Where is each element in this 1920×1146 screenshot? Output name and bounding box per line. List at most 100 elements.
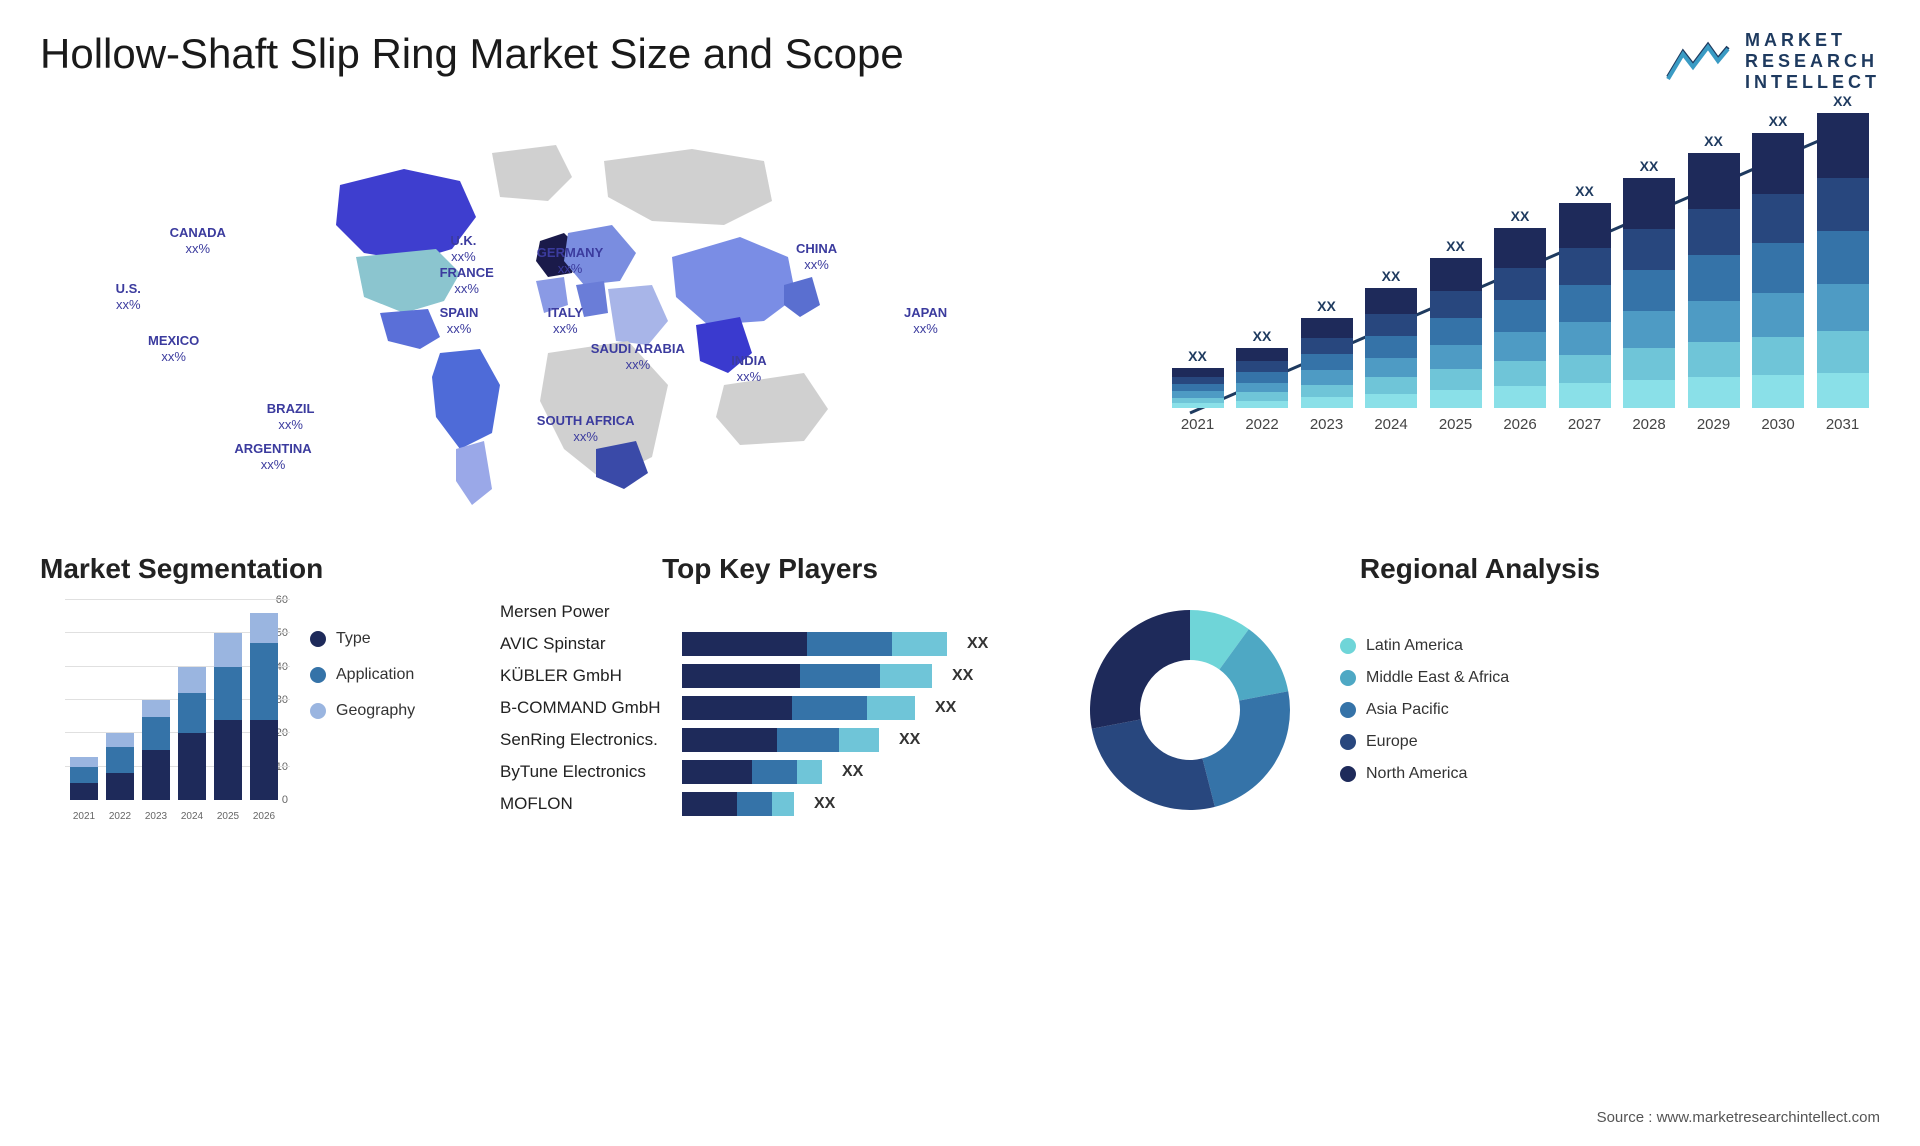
- player-value: XX: [814, 795, 835, 813]
- player-row: MOFLON XX: [500, 792, 1040, 816]
- player-row: B-COMMAND GmbHXX: [500, 696, 1040, 720]
- legend-item: Middle East & Africa: [1340, 669, 1509, 687]
- forecast-bar: XX2024: [1364, 268, 1419, 433]
- forecast-bar-label: XX: [1575, 183, 1594, 199]
- forecast-year: 2031: [1826, 416, 1859, 433]
- seg-year: 2021: [70, 811, 98, 822]
- country-label: SOUTH AFRICAxx%: [537, 413, 635, 444]
- segmentation-title: Market Segmentation: [40, 553, 460, 585]
- donut-slice: [1090, 610, 1190, 729]
- regional-donut: [1080, 600, 1300, 820]
- forecast-year: 2027: [1568, 416, 1601, 433]
- forecast-bar-label: XX: [1769, 113, 1788, 129]
- player-name: SenRing Electronics.: [500, 730, 670, 750]
- country-label: FRANCExx%: [440, 265, 494, 296]
- forecast-year: 2029: [1697, 416, 1730, 433]
- forecast-bar: XX 2021: [1170, 348, 1225, 433]
- player-row: SenRing Electronics.XX: [500, 728, 1040, 752]
- country-label: JAPANxx%: [904, 305, 947, 336]
- seg-year: 2024: [178, 811, 206, 822]
- forecast-year: 2028: [1632, 416, 1665, 433]
- player-name: ByTune Electronics: [500, 762, 670, 782]
- map-region: [380, 309, 440, 349]
- page-title: Hollow-Shaft Slip Ring Market Size and S…: [40, 30, 904, 78]
- forecast-bar-label: XX: [1833, 93, 1852, 109]
- logo-line3: INTELLECT: [1745, 72, 1880, 93]
- forecast-bar: XX 2029: [1686, 133, 1741, 433]
- legend-item: Type: [310, 630, 415, 648]
- forecast-year: 2030: [1761, 416, 1794, 433]
- donut-slice: [1092, 719, 1215, 810]
- country-label: GERMANYxx%: [537, 245, 603, 276]
- player-value: XX: [952, 667, 973, 685]
- forecast-bar: XX 2022: [1235, 328, 1290, 433]
- forecast-bar: XX 2030: [1751, 113, 1806, 433]
- seg-bar: [250, 613, 278, 800]
- forecast-bar: XX 2031: [1815, 93, 1870, 433]
- donut-slice: [1202, 691, 1290, 807]
- forecast-bar-label: XX: [1511, 208, 1530, 224]
- forecast-bar-label: XX: [1704, 133, 1723, 149]
- forecast-year: 2024: [1374, 416, 1407, 433]
- player-row: ByTune Electronics XX: [500, 760, 1040, 784]
- legend-item: Application: [310, 666, 415, 684]
- source-text: Source : www.marketresearchintellect.com: [1597, 1109, 1880, 1126]
- forecast-bar: XX 2025: [1428, 238, 1483, 433]
- forecast-year: 2023: [1310, 416, 1343, 433]
- player-name: MOFLON: [500, 794, 670, 814]
- country-label: MEXICOxx%: [148, 333, 199, 364]
- legend-item: Asia Pacific: [1340, 701, 1509, 719]
- map-region: [492, 145, 572, 201]
- country-label: SAUDI ARABIAxx%: [591, 341, 685, 372]
- forecast-chart: XX2021XX2022XX2023XX2024XX2025XX2026XX20…: [1160, 113, 1880, 513]
- forecast-bar-label: XX: [1253, 328, 1272, 344]
- seg-bar: [70, 757, 98, 800]
- map-region: [456, 441, 492, 505]
- forecast-year: 2021: [1181, 416, 1214, 433]
- forecast-bar: XX 2023: [1299, 298, 1354, 433]
- country-label: ARGENTINAxx%: [234, 441, 311, 472]
- forecast-bar-label: XX: [1317, 298, 1336, 314]
- player-value: XX: [842, 763, 863, 781]
- forecast-bar-label: XX: [1188, 348, 1207, 364]
- legend-item: North America: [1340, 765, 1509, 783]
- seg-year: 2022: [106, 811, 134, 822]
- player-row: AVIC SpinstarXX: [500, 632, 1040, 656]
- seg-bar: [142, 700, 170, 800]
- forecast-year: 2022: [1245, 416, 1278, 433]
- forecast-bar: XX 2027: [1557, 183, 1612, 433]
- country-label: U.S.xx%: [116, 281, 141, 312]
- seg-bar: [178, 667, 206, 800]
- player-name: AVIC Spinstar: [500, 634, 670, 654]
- forecast-year: 2025: [1439, 416, 1472, 433]
- legend-item: Latin America: [1340, 637, 1509, 655]
- legend-item: Geography: [310, 702, 415, 720]
- map-region: [432, 349, 500, 449]
- segmentation-section: Market Segmentation 01020304050602021202…: [40, 553, 460, 830]
- players-section: Top Key Players Mersen Power AVIC Spinsta…: [500, 553, 1040, 830]
- regional-legend: Latin America Middle East & Africa Asia Pa…: [1340, 637, 1509, 783]
- segmentation-legend: Type Application Geography: [310, 600, 415, 830]
- logo-line2: RESEARCH: [1745, 51, 1880, 72]
- player-name: KÜBLER GmbH: [500, 666, 670, 686]
- map-region: [672, 237, 796, 325]
- player-value: XX: [935, 699, 956, 717]
- player-name: Mersen Power: [500, 602, 670, 622]
- world-map: CANADAxx%U.S.xx%MEXICOxx%BRAZILxx%ARGENT…: [40, 113, 1120, 513]
- map-region: [608, 285, 668, 345]
- forecast-bar-label: XX: [1446, 238, 1465, 254]
- legend-item: Europe: [1340, 733, 1509, 751]
- forecast-bar: XX 2026: [1493, 208, 1548, 433]
- seg-bar: [214, 633, 242, 800]
- players-title: Top Key Players: [500, 553, 1040, 585]
- forecast-bar: XX2028: [1622, 158, 1677, 433]
- seg-year: 2025: [214, 811, 242, 822]
- logo-icon: [1663, 37, 1733, 87]
- seg-year: 2026: [250, 811, 278, 822]
- logo-line1: MARKET: [1745, 30, 1880, 51]
- country-label: U.K.xx%: [450, 233, 476, 264]
- regional-title: Regional Analysis: [1080, 553, 1880, 585]
- forecast-year: 2026: [1503, 416, 1536, 433]
- seg-bar: [106, 733, 134, 800]
- segmentation-chart: 0102030405060202120222023202420252026: [40, 600, 290, 830]
